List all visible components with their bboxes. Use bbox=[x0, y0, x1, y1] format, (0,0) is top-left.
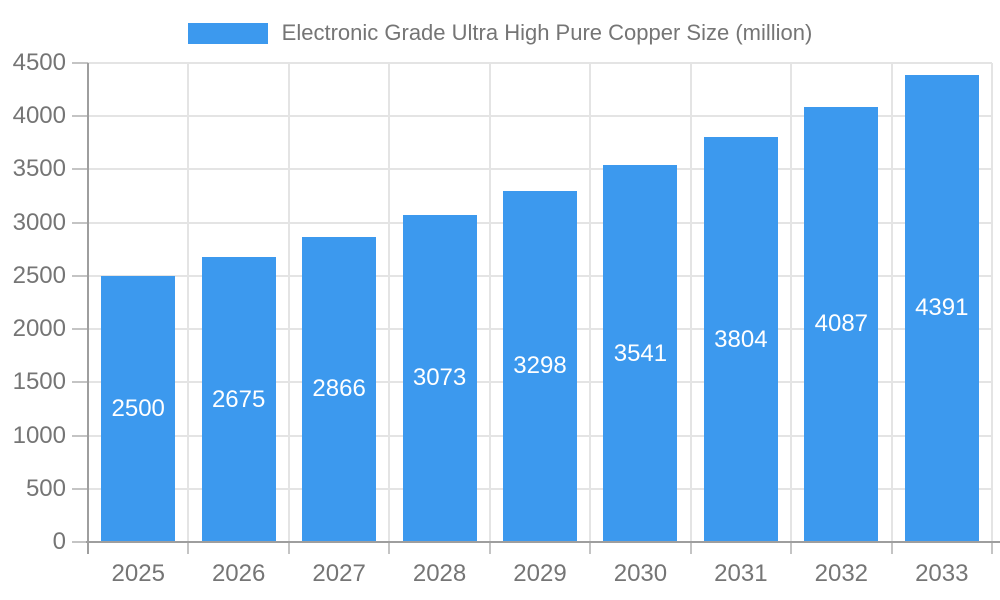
x-axis-tick bbox=[991, 542, 993, 554]
bar: 3298 bbox=[503, 190, 577, 542]
gridline-horizontal bbox=[88, 62, 992, 64]
gridline-vertical bbox=[991, 63, 993, 542]
bar-value-label: 2675 bbox=[211, 385, 266, 413]
gridline-vertical bbox=[488, 63, 491, 542]
y-axis-label: 4000 bbox=[12, 102, 66, 130]
gridline-vertical bbox=[890, 63, 893, 542]
y-axis-tick bbox=[72, 115, 88, 118]
legend-color-swatch bbox=[187, 22, 268, 44]
legend: Electronic Grade Ultra High Pure Copper … bbox=[0, 20, 1000, 46]
gridline-vertical bbox=[187, 63, 190, 542]
x-axis-tick bbox=[689, 542, 692, 554]
bar-value-label: 4087 bbox=[814, 310, 869, 338]
bar-value-label: 4391 bbox=[915, 294, 969, 322]
gridline-vertical bbox=[388, 63, 391, 542]
bar-value-label: 3804 bbox=[714, 325, 768, 353]
bar: 3804 bbox=[703, 137, 778, 542]
y-axis-label: 2000 bbox=[12, 315, 66, 343]
y-axis-label: 500 bbox=[25, 474, 66, 502]
bar: 2866 bbox=[302, 236, 377, 542]
bar: 4087 bbox=[804, 106, 879, 542]
plot-area: 0 500 1000 1500 2000 2500 3000 3500 4000 4500 2500… bbox=[13, 49, 1000, 587]
y-axis-tick bbox=[72, 381, 88, 384]
y-axis-label: 0 bbox=[52, 528, 66, 555]
x-axis-label: 2033 bbox=[915, 560, 969, 587]
y-axis-tick bbox=[72, 168, 88, 171]
y-axis-line bbox=[87, 63, 89, 554]
bar: 3073 bbox=[402, 214, 477, 542]
y-axis-tick bbox=[72, 62, 88, 64]
gridline-vertical bbox=[287, 63, 290, 542]
bar: 3541 bbox=[603, 165, 678, 542]
x-axis-label: 2031 bbox=[714, 560, 768, 587]
gridline-horizontal bbox=[88, 168, 992, 171]
x-axis-tick bbox=[388, 542, 391, 554]
y-axis-tick bbox=[72, 487, 88, 490]
x-axis-tick bbox=[488, 542, 491, 554]
x-axis-tick bbox=[790, 542, 793, 554]
y-axis-label: 1000 bbox=[12, 421, 66, 449]
x-axis-line bbox=[86, 541, 1000, 543]
bar-value-label: 2866 bbox=[312, 375, 366, 403]
bar-value-label: 3541 bbox=[613, 339, 668, 367]
x-axis-label: 2025 bbox=[111, 560, 165, 587]
y-axis-tick bbox=[72, 274, 88, 277]
bar: 2675 bbox=[201, 257, 276, 542]
x-axis-label: 2027 bbox=[312, 560, 366, 587]
x-axis-label: 2032 bbox=[814, 560, 869, 587]
y-axis-label: 2500 bbox=[12, 261, 66, 289]
x-axis-tick bbox=[187, 542, 190, 554]
x-axis-tick bbox=[589, 542, 592, 554]
gridline-vertical bbox=[790, 63, 793, 542]
x-axis-label: 2028 bbox=[412, 560, 467, 587]
x-axis-tick bbox=[287, 542, 290, 554]
y-axis-tick bbox=[72, 328, 88, 331]
x-axis-label: 2030 bbox=[613, 560, 668, 587]
gridline-vertical bbox=[689, 63, 692, 542]
x-axis-tick bbox=[890, 542, 893, 554]
y-axis-label: 3000 bbox=[12, 208, 66, 236]
legend-label: Electronic Grade Ultra High Pure Copper … bbox=[281, 20, 813, 45]
y-axis-tick bbox=[72, 221, 88, 224]
y-axis-label: 4500 bbox=[12, 49, 66, 76]
gridline-vertical bbox=[589, 63, 592, 542]
x-axis-label: 2026 bbox=[211, 560, 266, 587]
y-axis-tick bbox=[72, 434, 88, 437]
bar: 4391 bbox=[904, 74, 979, 542]
bar-value-label: 2500 bbox=[111, 394, 165, 422]
bar-value-label: 3073 bbox=[412, 364, 467, 392]
gridline-horizontal bbox=[88, 115, 992, 118]
bar-value-label: 3298 bbox=[513, 352, 567, 380]
y-axis-label: 1500 bbox=[12, 368, 66, 396]
bar: 2500 bbox=[101, 275, 176, 542]
y-axis-label: 3500 bbox=[12, 155, 66, 183]
x-axis-label: 2029 bbox=[513, 560, 567, 587]
y-axis-tick bbox=[72, 541, 88, 543]
